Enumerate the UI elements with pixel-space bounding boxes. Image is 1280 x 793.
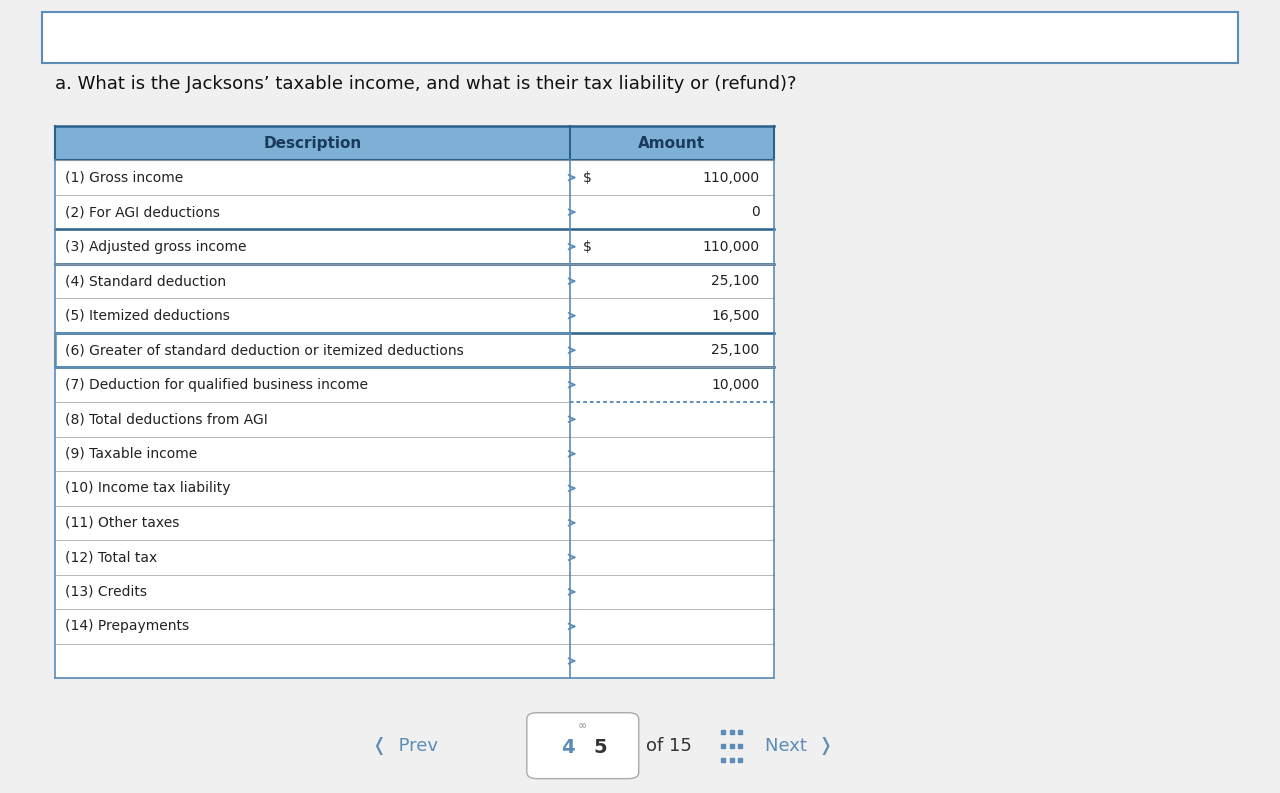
Text: (7) Deduction for qualified business income: (7) Deduction for qualified business inc…	[65, 377, 369, 392]
Text: (11) Other taxes: (11) Other taxes	[65, 515, 179, 530]
Text: 25,100: 25,100	[712, 274, 759, 288]
Text: (9) Taxable income: (9) Taxable income	[65, 446, 197, 461]
Bar	[55, 229, 773, 264]
Bar	[55, 195, 773, 229]
Text: (1) Gross income: (1) Gross income	[65, 170, 183, 185]
Text: (2) For AGI deductions: (2) For AGI deductions	[65, 205, 220, 219]
Text: ❬  Prev: ❬ Prev	[371, 737, 438, 755]
Bar	[55, 402, 773, 436]
Text: a. What is the Jacksons’ taxable income, and what is their tax liability or (ref: a. What is the Jacksons’ taxable income,…	[55, 75, 796, 93]
Text: Amount: Amount	[639, 136, 705, 151]
Bar	[42, 12, 1238, 63]
Text: 110,000: 110,000	[703, 239, 759, 254]
Bar	[55, 126, 773, 160]
Text: (13) Credits: (13) Credits	[65, 585, 147, 599]
Bar	[55, 298, 773, 333]
Text: $: $	[582, 239, 591, 254]
Bar	[55, 540, 773, 575]
FancyBboxPatch shape	[527, 713, 639, 779]
Text: 16,500: 16,500	[712, 308, 759, 323]
Bar	[55, 160, 773, 195]
Text: Next  ❭: Next ❭	[764, 737, 833, 755]
Text: 5: 5	[594, 737, 608, 757]
Text: (10) Income tax liability: (10) Income tax liability	[65, 481, 230, 496]
Text: $: $	[582, 170, 591, 185]
Bar	[55, 333, 773, 367]
Text: (6) Greater of standard deduction or itemized deductions: (6) Greater of standard deduction or ite…	[65, 343, 463, 357]
Text: (12) Total tax: (12) Total tax	[65, 550, 157, 565]
Text: ∞: ∞	[579, 721, 588, 731]
Bar	[55, 609, 773, 644]
Text: 25,100: 25,100	[712, 343, 759, 357]
Text: (3) Adjusted gross income: (3) Adjusted gross income	[65, 239, 247, 254]
Text: Description: Description	[264, 136, 362, 151]
Text: (8) Total deductions from AGI: (8) Total deductions from AGI	[65, 412, 268, 427]
Bar	[55, 367, 773, 402]
Bar	[55, 506, 773, 540]
Text: of 15: of 15	[646, 737, 692, 755]
Bar	[55, 471, 773, 506]
Text: 0: 0	[751, 205, 759, 219]
Text: (4) Standard deduction: (4) Standard deduction	[65, 274, 227, 288]
Bar	[55, 575, 773, 609]
Bar	[55, 644, 773, 678]
Bar	[55, 436, 773, 471]
Text: 110,000: 110,000	[703, 170, 759, 185]
Text: (14) Prepayments: (14) Prepayments	[65, 619, 189, 634]
Text: 4: 4	[561, 737, 575, 757]
Text: 10,000: 10,000	[712, 377, 759, 392]
Bar	[55, 264, 773, 298]
Text: (5) Itemized deductions: (5) Itemized deductions	[65, 308, 230, 323]
